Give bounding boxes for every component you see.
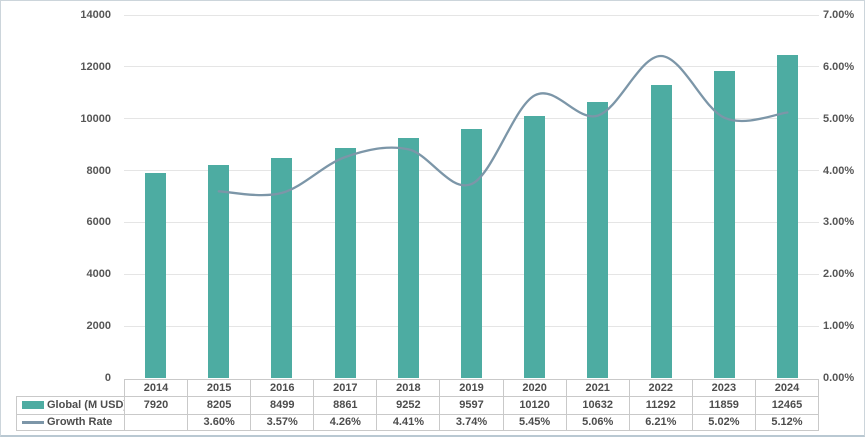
right-axis-tick: 0.00% [823,372,855,384]
growth-rate-line[interactable] [217,54,789,197]
right-axis-tick: 1.00% [823,320,855,333]
left-axis-tick: 6000 [86,216,111,229]
year-cell: 2014 [125,379,189,396]
bar-2023[interactable] [713,70,735,379]
value-cell: 4.41% [377,414,441,430]
bar-2017[interactable] [334,148,356,379]
bar-2021[interactable] [587,102,609,379]
legend-label: Growth Rate [47,416,113,429]
year-cell: 2015 [188,379,252,396]
left-axis-tick: 12000 [80,60,111,73]
gridline [124,14,819,16]
value-cell: 5.06% [567,414,630,430]
value-cell: 5.02% [693,414,756,430]
value-cell: 9597 [440,397,504,414]
table-row-growth-rate: Growth Rate 3.60% 3.57% 4.26% 4.41% 3.74% 5.45… [16,413,820,431]
value-cell: 5.45% [504,414,567,430]
left-axis-tick: 14000 [80,9,111,21]
legend-cell: Global (M USD) [17,397,125,414]
value-cell: 8499 [251,397,315,414]
value-cell [125,414,189,430]
right-axis-tick: 2.00% [823,268,855,281]
value-cell: 12465 [756,397,820,414]
bar-2024[interactable] [776,54,798,379]
year-cell: 2017 [314,379,378,396]
gridline [124,66,819,68]
line-series-swatch-icon [22,421,44,424]
year-cell: 2019 [440,379,504,396]
value-cell: 3.57% [251,414,315,430]
value-cell: 5.12% [756,414,820,430]
bar-2019[interactable] [461,129,482,379]
right-axis-tick: 6.00% [823,60,855,73]
left-axis-tick: 10000 [80,112,111,125]
left-axis-tick: 2000 [86,320,111,333]
value-cell: 10632 [567,397,630,414]
value-cell: 11859 [693,397,756,414]
legend-cell: Growth Rate [17,414,125,430]
gridline [124,118,819,120]
value-cell: 9252 [377,397,441,414]
value-cell: 8861 [314,397,378,414]
year-cell: 2024 [756,379,820,396]
bar-series-swatch-icon [22,401,44,410]
bar-2022[interactable] [650,85,672,379]
value-cell: 7920 [125,397,189,414]
left-axis-tick: 8000 [86,164,111,177]
right-axis-tick: 5.00% [823,112,855,125]
value-cell: 4.26% [314,414,378,430]
year-cell: 2020 [504,379,567,396]
right-axis-tick: 3.00% [823,216,855,229]
bar-2015[interactable] [208,165,230,379]
year-cell: 2018 [377,379,441,396]
value-cell: 8205 [188,397,252,414]
right-axis-tick: 7.00% [823,9,855,21]
year-cell: 2023 [693,379,756,396]
left-axis-tick: 4000 [86,268,111,281]
bar-2020[interactable] [524,115,546,379]
bar-2016[interactable] [271,157,293,379]
value-cell: 3.74% [440,414,504,430]
value-cell: 3.60% [188,414,252,430]
table-row-years: 2014 2015 2016 2017 2018 2019 2020 2021 2022 2023… [124,378,820,396]
right-axis-tick: 4.00% [823,164,855,177]
bar-2014[interactable] [145,172,167,379]
bar-2018[interactable] [397,138,419,379]
value-cell: 11292 [630,397,693,414]
legend-label: Global (M USD) [47,399,125,412]
value-cell: 6.21% [630,414,693,430]
table-row-global: Global (M USD) 7920 8205 8499 8861 9252 9597 10… [16,396,820,414]
year-cell: 2022 [630,379,693,396]
value-cell: 10120 [504,397,567,414]
year-cell: 2021 [567,379,630,396]
left-axis-tick: 0 [104,372,111,384]
year-cell: 2016 [251,379,315,396]
